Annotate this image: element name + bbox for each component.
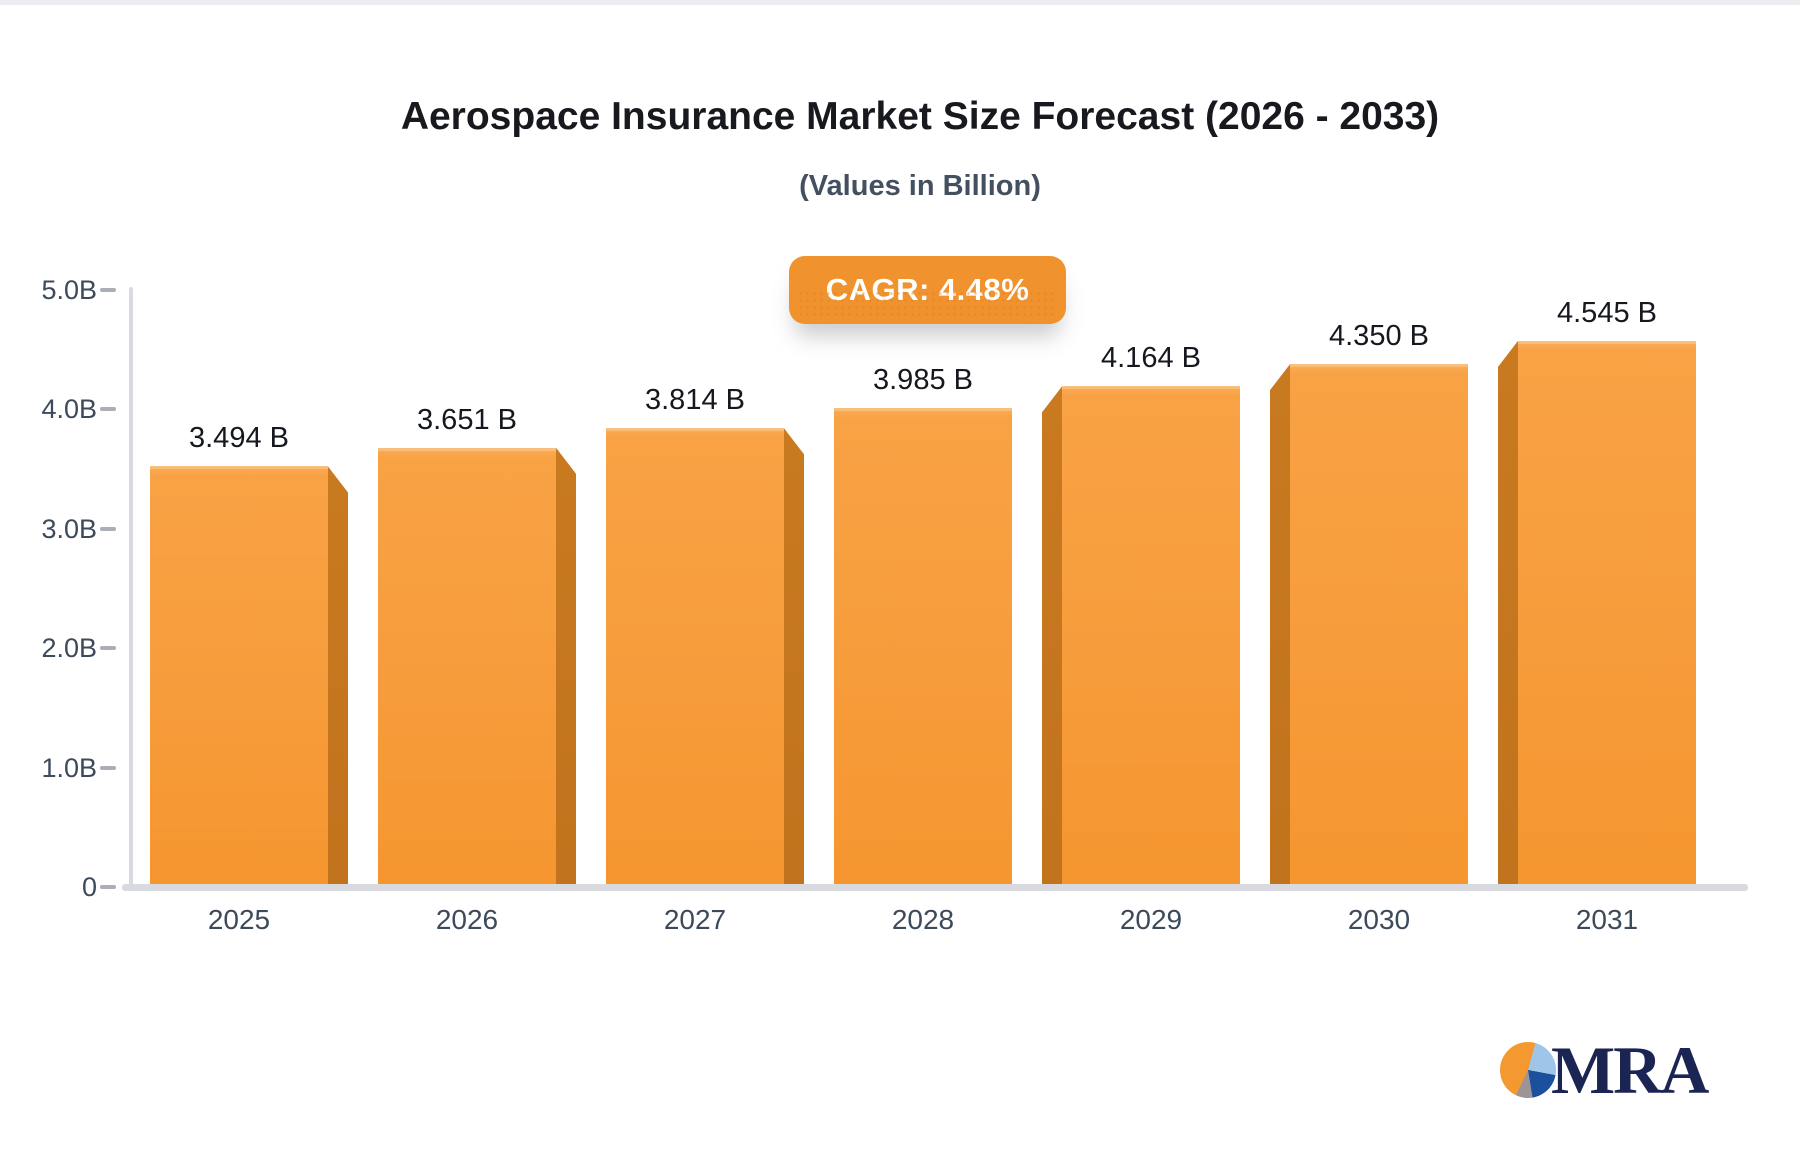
x-tick-label: 2031 [1575,904,1639,935]
bar-2025 [150,466,328,884]
x-tick-label: 2028 [891,904,955,935]
bar-side [784,428,804,884]
bar-2031 [1518,340,1696,884]
y-tick-label: 4.0B [41,394,97,424]
x-axis-baseline [122,884,1748,891]
pie-chart-logo-icon [1500,1042,1556,1098]
x-tick-label: 2030 [1347,904,1411,935]
x-tick-label: 2025 [207,904,271,935]
y-tick-dash [100,526,116,531]
y-tick-dash [100,646,116,650]
bar-value-label: 4.164 B [1101,342,1201,375]
bar-value-label: 3.814 B [645,384,745,417]
cagr-badge-label: CAGR: 4.48% [825,272,1030,307]
y-tick-dash [100,765,116,770]
bar-2028 [834,407,1012,884]
bar-side [1498,340,1518,884]
bar-value-label: 3.651 B [417,403,517,436]
bar-side [1270,364,1290,884]
x-tick-label: 2026 [435,904,499,935]
bar-side [556,447,576,884]
chart-subtitle: (Values in Billion) [799,170,1041,202]
x-tick-label: 2027 [663,904,727,935]
y-tick-dash [100,407,116,411]
y-tick-label: 3.0B [41,513,97,544]
cagr-badge: CAGR: 4.48% [789,256,1066,324]
bar-value-label: 3.494 B [189,422,289,455]
bar-2026 [378,447,556,884]
y-tick-label: 1.0B [41,752,97,783]
y-tick-label: 2.0B [41,633,97,663]
bar-2029 [1062,386,1240,884]
y-axis-line [129,287,133,891]
y-tick-label: 5.0B [41,274,97,305]
brand-logo-text: MRA [1551,1032,1709,1108]
bar-value-label: 4.545 B [1557,296,1657,329]
chart-title: Aerospace Insurance Market Size Forecast… [400,95,1440,138]
bar-2030 [1290,364,1468,884]
x-tick-label: 2029 [1119,904,1183,935]
brand-logo: MRA [1500,1032,1709,1108]
bar-value-label: 4.350 B [1329,320,1429,353]
bar-side [1042,386,1062,884]
y-tick-label: 0 [81,872,97,902]
bar-2027 [606,428,784,884]
bar-side [328,466,348,884]
y-tick-dash [100,885,116,889]
bar-value-label: 3.985 B [873,363,973,396]
y-tick-dash [100,287,116,292]
